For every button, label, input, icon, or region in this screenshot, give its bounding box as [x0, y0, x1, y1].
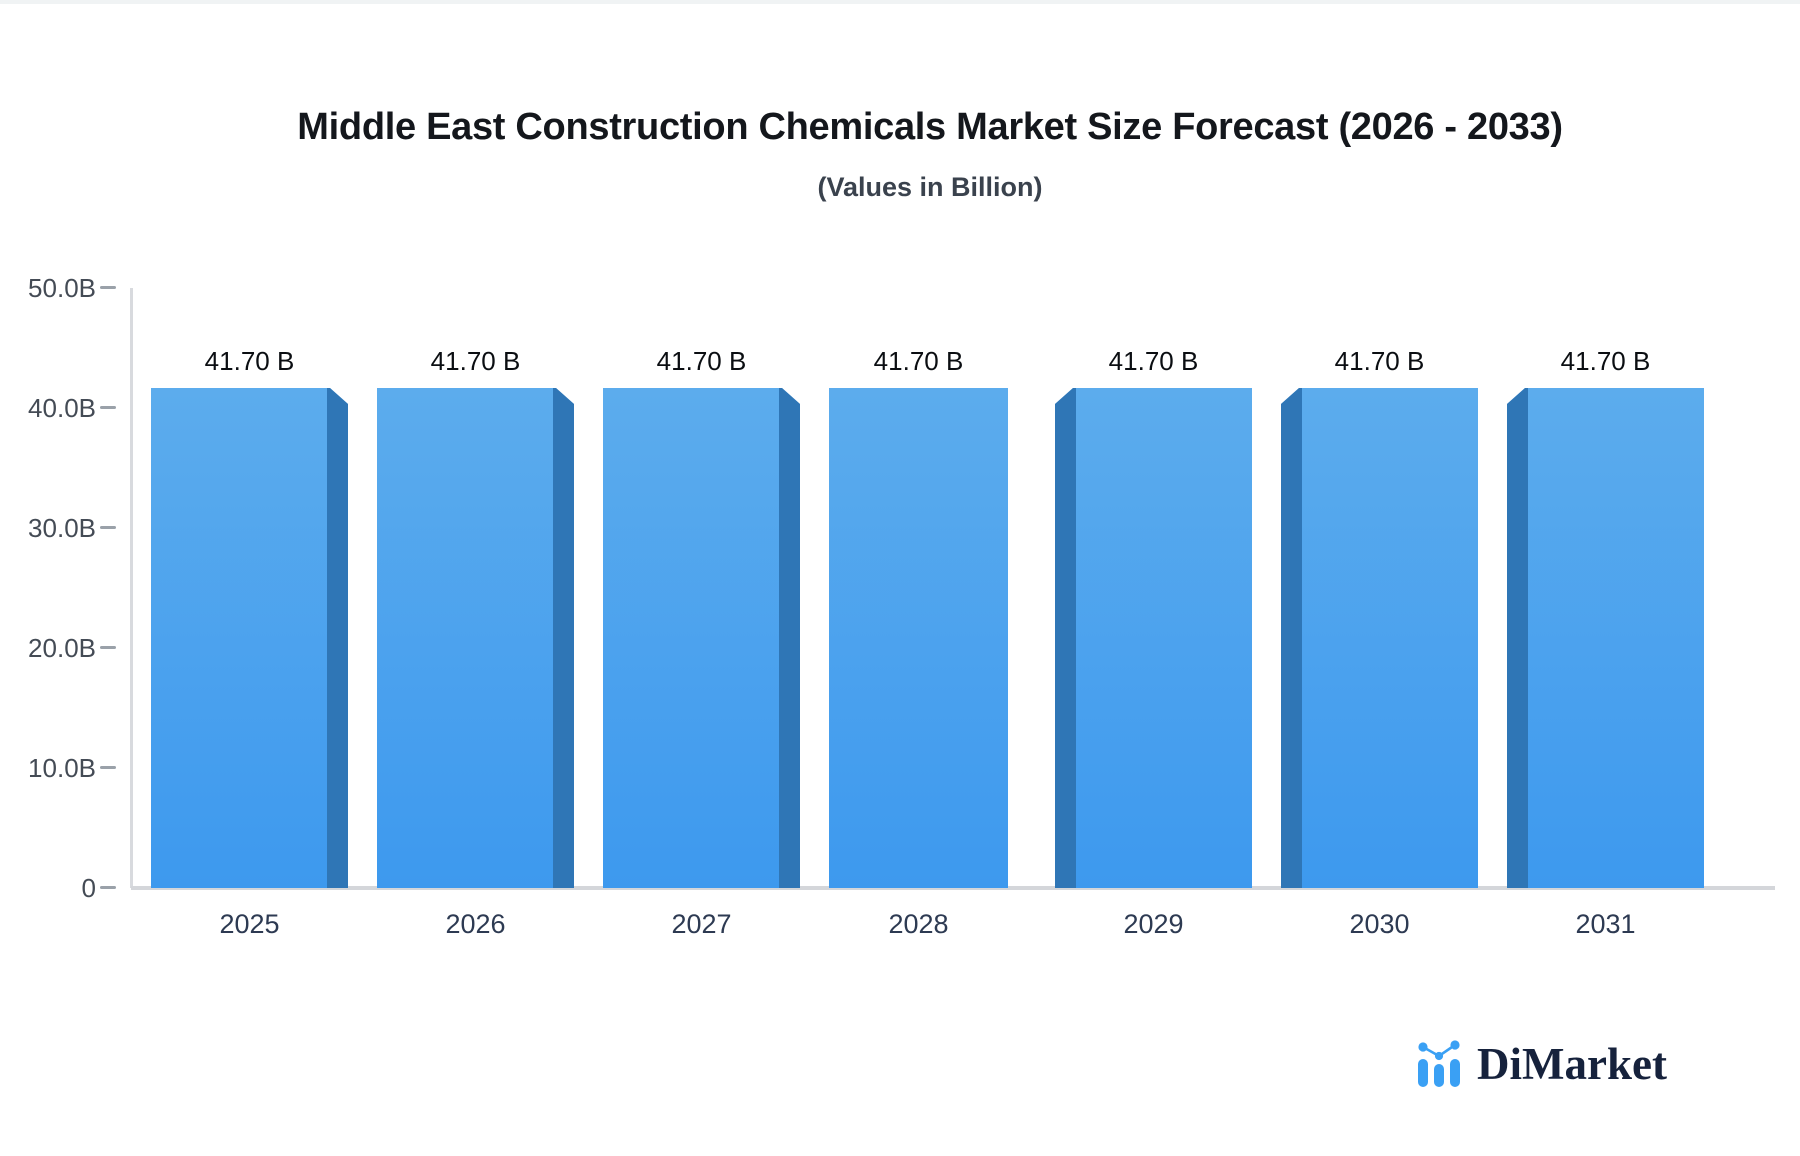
chart-subtitle: (Values in Billion) — [817, 172, 1043, 202]
y-tick-mark — [100, 526, 116, 529]
y-tick-mark — [100, 646, 116, 649]
bar-side-face — [1507, 388, 1528, 888]
bar-fill — [603, 388, 800, 888]
bar-value-label: 41.70 B — [204, 346, 295, 376]
y-tick-label: 30.0B — [28, 513, 96, 543]
x-tick-label: 2030 — [1349, 909, 1410, 939]
chart-title: Middle East Construction Chemicals Marke… — [297, 106, 1563, 148]
bar-fill — [377, 388, 574, 888]
y-tick-label: 50.0B — [28, 273, 96, 303]
x-tick-label: 2025 — [219, 909, 280, 939]
brand-logo[interactable]: DiMarket — [1416, 1038, 1667, 1090]
bar-side-face — [1055, 388, 1076, 888]
bar-value-label: 41.70 B — [430, 346, 521, 376]
bar-side-face — [327, 388, 348, 888]
y-tick-mark — [100, 406, 116, 409]
y-tick-label: 20.0B — [28, 633, 96, 663]
bar-fill — [1055, 388, 1252, 888]
y-tick-label: 0 — [81, 873, 96, 903]
bar-value-label: 41.70 B — [1560, 346, 1651, 376]
bar-2031 — [1507, 388, 1704, 888]
bar-2030 — [1281, 388, 1478, 888]
x-tick-label: 2028 — [888, 909, 949, 939]
bar-fill — [1507, 388, 1704, 888]
y-tick-mark — [100, 886, 116, 889]
y-tick-label: 40.0B — [28, 393, 96, 423]
bar-value-label: 41.70 B — [873, 346, 964, 376]
bar-2025 — [151, 388, 348, 888]
bar-side-face — [1281, 388, 1302, 888]
bar-value-label: 41.70 B — [1108, 346, 1199, 376]
bar-side-face — [779, 388, 800, 888]
brand-name: DiMarket — [1477, 1039, 1667, 1089]
x-tick-label: 2031 — [1575, 909, 1636, 939]
y-axis-line — [130, 288, 133, 888]
y-tick-mark — [100, 766, 116, 769]
bar-fill — [829, 388, 1008, 888]
bar-value-label: 41.70 B — [1334, 346, 1425, 376]
page-top-border — [0, 0, 1800, 4]
bar-2028 — [829, 388, 1008, 888]
y-tick-label: 10.0B — [28, 753, 96, 783]
bar-fill — [151, 388, 348, 888]
x-tick-label: 2029 — [1123, 909, 1184, 939]
y-tick-mark — [100, 286, 116, 289]
bar-2027 — [603, 388, 800, 888]
x-axis-line — [131, 886, 1775, 890]
bar-2029 — [1055, 388, 1252, 888]
bar-side-face — [553, 388, 574, 888]
bar-line-chart-icon — [1418, 1040, 1460, 1087]
bar-value-label: 41.70 B — [656, 346, 747, 376]
x-tick-label: 2027 — [671, 909, 732, 939]
bar-fill — [1281, 388, 1478, 888]
x-tick-label: 2026 — [445, 909, 506, 939]
bar-2026 — [377, 388, 574, 888]
